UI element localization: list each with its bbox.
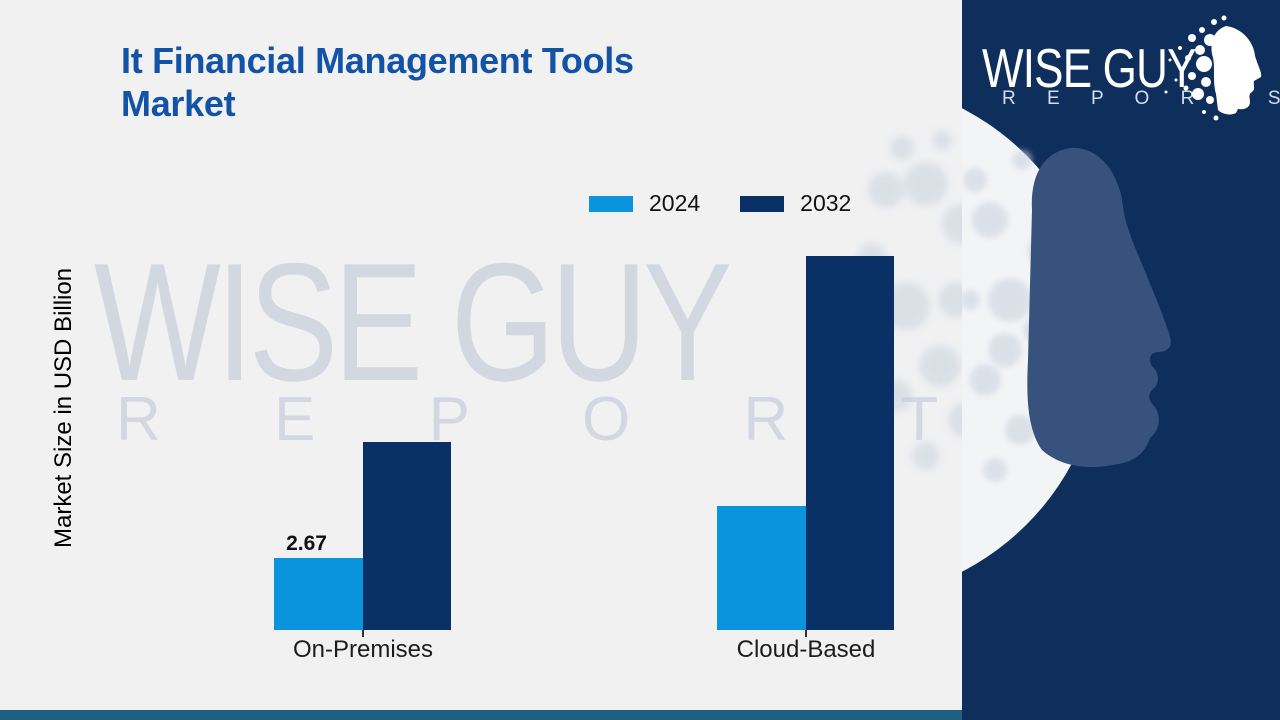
- page-title: It Financial Management Tools Market: [121, 40, 821, 126]
- x-axis-tick: [362, 630, 364, 637]
- legend-swatch-2032: [740, 195, 785, 212]
- footer-strip: [0, 710, 962, 720]
- bar-on-premises-2032: [363, 442, 451, 630]
- y-axis-label: Market Size in USD Billion: [50, 267, 77, 549]
- category-label-cloud-based: Cloud-Based: [736, 636, 876, 663]
- category-label-on-premises: On-Premises: [292, 636, 434, 663]
- title-line-2: Market: [121, 82, 236, 124]
- x-axis-tick: [805, 630, 807, 637]
- bar-on-premises-2024: [274, 558, 363, 630]
- bar-cloud-based-2024: [717, 506, 806, 630]
- bar-cloud-based-2032: [806, 256, 894, 630]
- legend-label-2032: 2032: [800, 190, 852, 216]
- brand-panel: WISE GUY R E P O R T S: [962, 0, 1280, 720]
- brand-panel-decoration: [962, 108, 1171, 572]
- brand-logo: WISE GUY R E P O R T S: [962, 0, 1280, 160]
- face-silhouette-icon: [1027, 147, 1171, 468]
- watermark-wordmark: WISE GUY: [94, 228, 732, 416]
- title-line-1: It Financial Management Tools: [121, 40, 634, 81]
- legend-label-2024: 2024: [649, 190, 701, 216]
- brand-logo-wordmark: WISE GUY: [982, 37, 1196, 99]
- head-profile-icon: [1164, 15, 1262, 121]
- legend-swatch-2024: [589, 195, 633, 212]
- bar-value-label: 2.67: [286, 532, 327, 555]
- chart-legend: 2024 2032: [589, 190, 851, 217]
